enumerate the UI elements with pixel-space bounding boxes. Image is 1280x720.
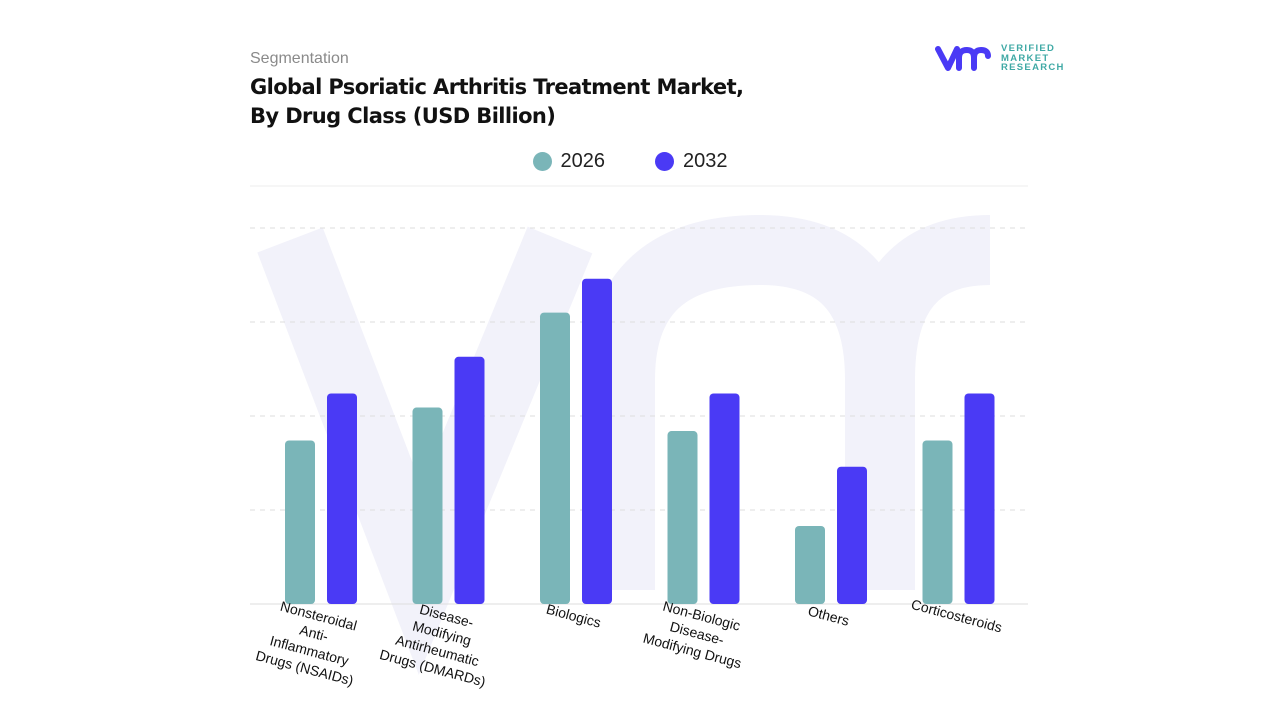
bar-2032-0[interactable] (327, 393, 357, 604)
legend-item-2032[interactable]: 2032 (655, 150, 728, 173)
legend: 2026 2032 (0, 150, 1280, 173)
bar-2032-5[interactable] (964, 393, 995, 604)
bar-2032-4[interactable] (837, 466, 867, 604)
segment-label: Segmentation (250, 50, 349, 67)
logo-text: VERIFIED MARKET RESEARCH (1001, 43, 1065, 73)
bar-2032-3[interactable] (709, 393, 740, 604)
legend-swatch-2026 (532, 152, 552, 171)
chart-title: Global Psoriatic Arthritis Treatment Mar… (250, 75, 744, 128)
legend-label: 2026 (560, 150, 606, 172)
bar-2026-3[interactable] (667, 431, 698, 604)
bar-2026-5[interactable] (922, 440, 953, 604)
legend-item-2026[interactable]: 2026 (532, 150, 606, 173)
bar-2026-4[interactable] (795, 525, 825, 604)
bar-2026-1[interactable] (412, 407, 443, 604)
bar-2032-1[interactable] (454, 356, 485, 604)
bar-2026-2[interactable] (540, 312, 570, 604)
watermark-m (585, 214, 992, 590)
vmr-logo-icon (935, 46, 991, 72)
legend-swatch-2032 (655, 152, 674, 171)
legend-label: 2032 (683, 150, 728, 172)
bar-2026-0[interactable] (285, 440, 315, 604)
logo: VERIFIED MARKET RESEARCH (935, 44, 1065, 73)
bar-2032-2[interactable] (582, 278, 612, 604)
